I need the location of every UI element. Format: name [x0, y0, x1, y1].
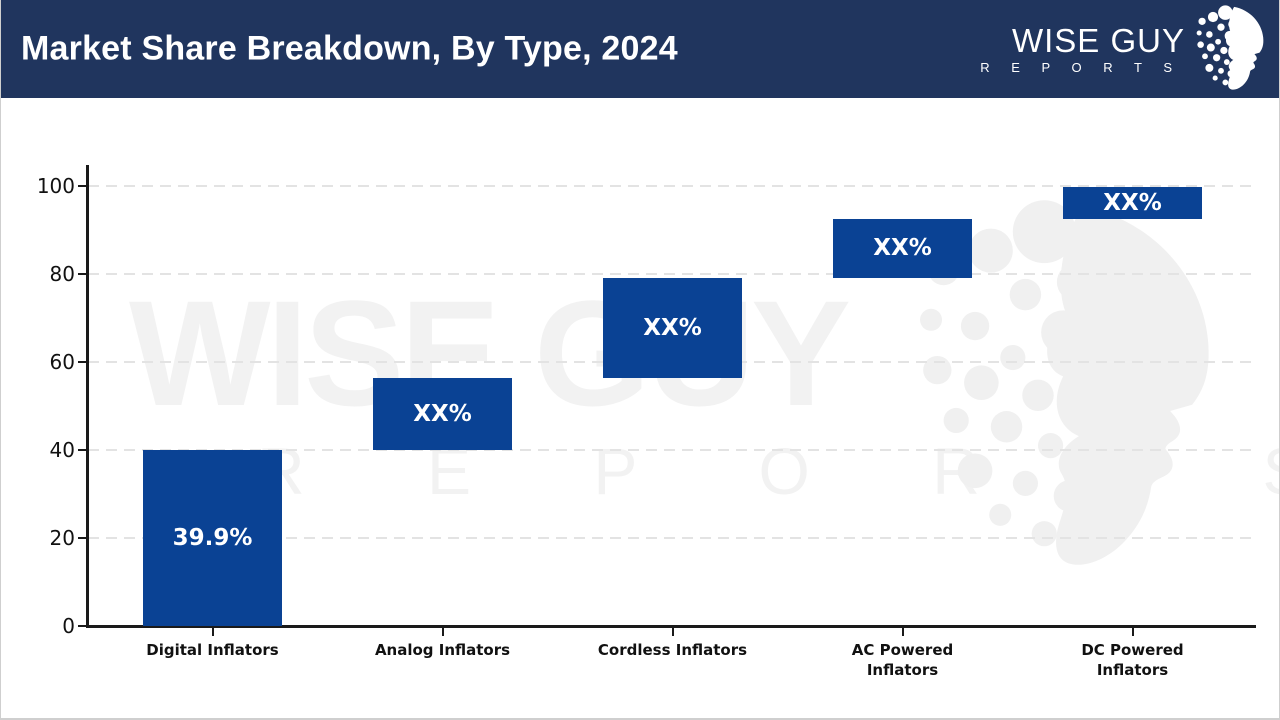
bar-dc-powered-inflators: XX%: [1063, 186, 1202, 219]
wiseguy-logo: WISE GUY R E P O R T S: [980, 0, 1273, 98]
y-tick-mark: [78, 537, 86, 539]
bar-analog-inflators: XX%: [373, 377, 512, 450]
bar-cordless-inflators: XX%: [603, 277, 742, 378]
bar-value-label: XX%: [873, 235, 932, 262]
x-tick-mark: [1131, 628, 1134, 636]
gridline: [88, 273, 1255, 275]
x-tick-mark: [441, 628, 444, 636]
y-tick-label: 40: [49, 438, 75, 462]
wiseguy-head-icon: [1196, 5, 1264, 90]
y-axis-line: [86, 165, 89, 627]
y-tick-mark: [78, 361, 86, 363]
x-axis-line: [86, 625, 1256, 628]
y-tick-mark: [78, 449, 86, 451]
y-tick-label: 100: [36, 174, 75, 198]
gridline: [88, 537, 1255, 539]
x-tick-label: Analog Inflators: [374, 641, 511, 659]
bar-value-label: 39.9%: [172, 525, 253, 552]
bar-value-label: XX%: [413, 400, 472, 427]
bar-value-label: XX%: [643, 314, 702, 341]
gridline: [88, 449, 1255, 451]
x-tick-label: Digital Inflators: [146, 641, 279, 659]
x-tick-label: Cordless Inflators: [597, 641, 748, 659]
y-tick-mark: [78, 185, 86, 187]
logo-subtext: R E P O R T S: [980, 60, 1181, 75]
x-tick-label: DC Powered Inflators: [1081, 641, 1184, 680]
x-tick-label: AC Powered Inflators: [851, 641, 954, 680]
logo-wordmark: WISE GUY: [1011, 22, 1185, 59]
y-tick-label: 0: [62, 614, 75, 638]
page-title: Market Share Breakdown, By Type, 2024: [21, 29, 678, 68]
y-tick-mark: [78, 625, 86, 627]
y-tick-label: 80: [49, 262, 75, 286]
header-band: Market Share Breakdown, By Type, 2024 WI…: [1, 0, 1279, 98]
x-tick-mark: [671, 628, 674, 636]
bar-ac-powered-inflators: XX%: [833, 218, 972, 278]
y-tick-label: 60: [49, 350, 75, 374]
x-tick-mark: [211, 628, 214, 636]
gridline: [88, 185, 1255, 187]
y-tick-label: 20: [49, 526, 75, 550]
y-tick-mark: [78, 273, 86, 275]
x-tick-mark: [901, 628, 904, 636]
bar-digital-inflators: 39.9%: [143, 450, 282, 626]
bar-value-label: XX%: [1103, 189, 1162, 216]
